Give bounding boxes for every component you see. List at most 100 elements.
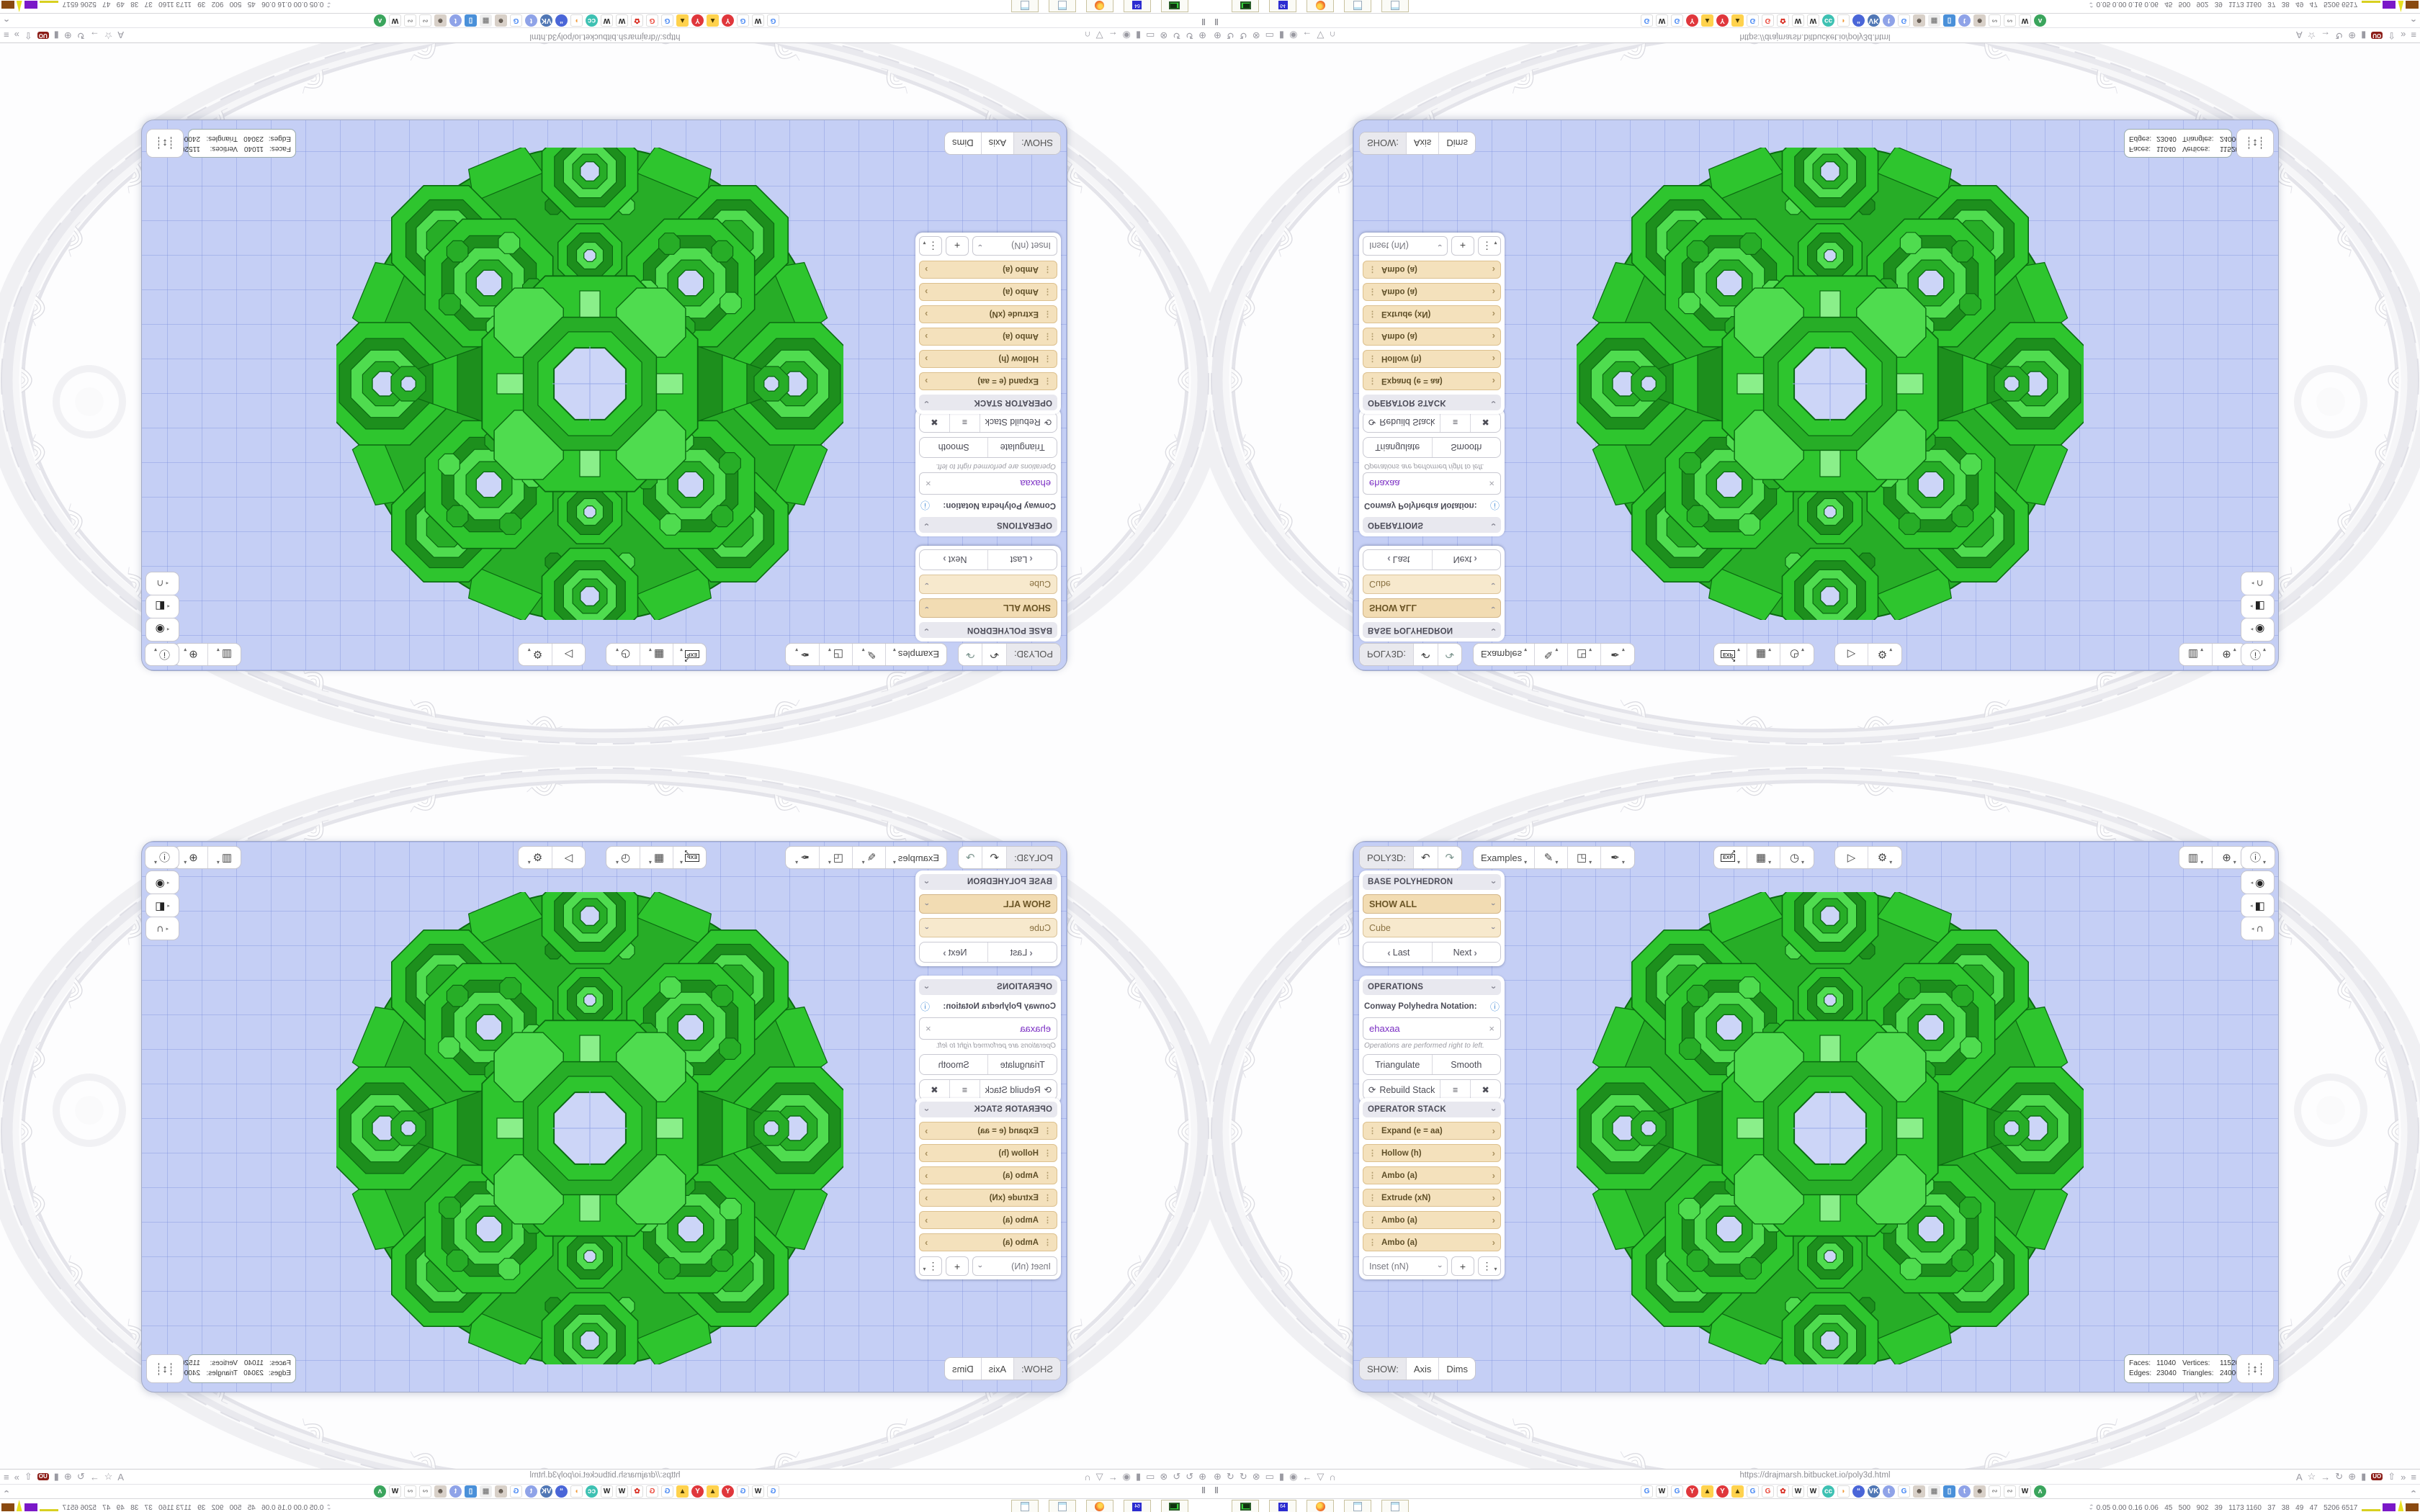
operator-stack-item[interactable]: ⋮ Hollow (h) › <box>1363 350 1501 368</box>
bookmark-favicon[interactable]: Y <box>1716 1485 1729 1498</box>
globe-icon[interactable]: ⊕ <box>1214 30 1222 41</box>
bookmark-favicon[interactable]: Y <box>1716 14 1729 27</box>
add-operator-select[interactable]: Inset (nN) › <box>1363 236 1448 256</box>
drag-handle-icon[interactable]: ⋮ <box>1044 1127 1052 1135</box>
eye-button[interactable]: ◂ ◉ <box>145 618 179 642</box>
bookmark-favicon[interactable]: ∾ <box>404 1485 416 1498</box>
bookmark-favicon[interactable]: Y <box>1686 14 1698 27</box>
smooth-button[interactable]: Smooth <box>920 438 988 457</box>
next-button[interactable]: Next › <box>1433 550 1501 570</box>
operator-kebab-button[interactable]: ⋮ ▾ <box>919 236 942 256</box>
fit-view-button[interactable]: ↕ <box>146 129 184 158</box>
drag-handle-icon[interactable]: ⋮ <box>1368 354 1376 363</box>
next-button[interactable]: Next › <box>920 942 988 962</box>
folder-icon[interactable]: ▭ <box>1265 30 1274 41</box>
contrast-toggle-button[interactable]: ◂ ◧ <box>2241 595 2275 618</box>
bookmark-favicon[interactable]: ▯ <box>465 14 477 27</box>
bookmark-favicon[interactable]: cc <box>586 14 598 27</box>
back-arrow-icon[interactable]: ← <box>1108 1471 1118 1482</box>
globe-icon[interactable]: ⊕ <box>63 30 72 41</box>
notation-input[interactable]: ehaxaa × <box>1363 1017 1501 1040</box>
notepad-launcher[interactable] <box>1049 1500 1076 1512</box>
bookmark-favicon[interactable]: Y <box>1686 1485 1698 1498</box>
chevron-up-icon[interactable]: › <box>1 19 13 22</box>
cube-view-button[interactable]: ◳ ▾ <box>818 847 852 868</box>
cube-view-button[interactable]: ◳ ▾ <box>818 644 852 665</box>
clear-icon[interactable]: × <box>926 478 931 489</box>
chevron-up-icon[interactable]: › <box>2407 1490 2419 1493</box>
triangulate-button[interactable]: Triangulate <box>1363 1055 1433 1074</box>
redo-icon[interactable]: ↻ <box>1239 30 1247 41</box>
examples-dropdown[interactable]: Examples ▾ <box>884 644 946 665</box>
calendar-button[interactable]: ▦ ▾ <box>1747 847 1780 868</box>
bookmark-favicon[interactable]: t <box>1958 1485 1971 1498</box>
bookmark-favicon[interactable]: ✿ <box>631 1485 643 1498</box>
bookmark-favicon[interactable]: G <box>510 1485 522 1498</box>
bookmark-favicon[interactable]: cc <box>1822 14 1834 27</box>
bookmark-favicon[interactable]: “ <box>1852 14 1865 27</box>
bookmark-favicon[interactable]: ▦ <box>480 1485 492 1498</box>
bookmark-favicon[interactable]: W <box>1792 1485 1804 1498</box>
drag-handle-icon[interactable]: ⋮ <box>1044 287 1052 296</box>
shield-outline-icon[interactable]: ▽ <box>1317 30 1325 41</box>
base-shape-dropdown[interactable]: Cube › <box>1363 575 1501 594</box>
notation-edit-button[interactable]: ✒ ▾ <box>786 847 819 868</box>
bookmark-favicon[interactable]: t <box>449 1485 462 1498</box>
shield-icon[interactable]: ◉ <box>1122 30 1131 41</box>
bookmark-favicon[interactable]: ∾ <box>404 14 416 27</box>
magnet-button[interactable]: ◂ ∩ <box>145 572 179 595</box>
refresh-icon[interactable]: ↻ <box>2335 30 2344 41</box>
trash-icon[interactable]: ▮ <box>1135 30 1142 41</box>
thumb-icon[interactable]: ⇧ <box>24 1471 32 1482</box>
star-icon[interactable]: ☆ <box>2307 30 2316 41</box>
eye-button[interactable]: ◂ ◉ <box>2241 870 2275 894</box>
drag-handle-icon[interactable]: ⋮ <box>1368 1194 1376 1202</box>
operator-stack-item[interactable]: ⋮ Ambo (a) › <box>1363 1233 1501 1251</box>
menu-icon[interactable]: ≡ <box>2411 30 2416 41</box>
bookmark-favicon[interactable]: W <box>1807 14 1819 27</box>
globe-icon[interactable]: ⊕ <box>2348 1471 2357 1482</box>
operator-stack-item[interactable]: ⋮ Ambo (a) › <box>919 261 1057 279</box>
bookmark-favicon[interactable]: W <box>2019 1485 2031 1498</box>
triangulate-button[interactable]: Triangulate <box>1363 438 1433 457</box>
operator-stack-item[interactable]: ⋮ Expand (e = aa) › <box>1363 1122 1501 1140</box>
undo-button[interactable]: ↶ <box>1413 644 1438 665</box>
add-operator-button[interactable]: + <box>946 1256 969 1276</box>
operations-header[interactable]: OPERATIONS › <box>1363 517 1501 533</box>
bookmark-favicon[interactable]: ☻ <box>434 14 447 27</box>
bookmark-favicon[interactable]: VK <box>1868 14 1880 27</box>
bookmark-favicon[interactable]: Y <box>722 14 734 27</box>
operator-kebab-button[interactable]: ⋮ ▾ <box>1478 236 1501 256</box>
bookmark-favicon[interactable]: t <box>1958 14 1971 27</box>
forward-arrow-icon[interactable]: → <box>2321 30 2331 41</box>
settings-gear-button[interactable]: ⚙ ▾ <box>519 644 552 665</box>
trash-icon[interactable]: ▮ <box>1135 1471 1142 1482</box>
globe-icon[interactable]: ⊕ <box>63 1471 72 1482</box>
drag-handle-icon[interactable]: ⋮ <box>1044 1194 1052 1202</box>
bookmark-favicon[interactable]: t <box>1883 14 1895 27</box>
star-icon[interactable]: ☆ <box>104 30 113 41</box>
axis-toggle[interactable]: Axis <box>1406 132 1440 154</box>
thumb-icon[interactable]: ⇧ <box>2388 30 2396 41</box>
bookmark-favicon[interactable]: ☻ <box>1973 14 1986 27</box>
hdd-launcher[interactable] <box>1232 1500 1259 1512</box>
drag-handle-icon[interactable]: ⋮ <box>1044 1149 1052 1158</box>
play-button[interactable]: ▷ <box>1835 644 1868 665</box>
bookmark-favicon[interactable]: ∾ <box>419 1485 431 1498</box>
operator-stack-item[interactable]: ⋮ Ambo (a) › <box>919 1233 1057 1251</box>
info-icon[interactable]: ⓘ <box>1489 500 1500 510</box>
calendar-button[interactable]: ▦ ▾ <box>1747 644 1780 665</box>
operator-stack-item[interactable]: ⋮ Extrude (xN) › <box>1363 1189 1501 1207</box>
floppy64-launcher[interactable]: 64 <box>1269 0 1296 12</box>
bookmark-favicon[interactable]: W <box>752 14 764 27</box>
edit-shape-button[interactable]: ✎ ▾ <box>1535 847 1569 868</box>
bookmark-favicon[interactable]: W <box>601 1485 613 1498</box>
bookmark-favicon[interactable]: G <box>767 14 779 27</box>
settings-gear-button[interactable]: ⚙ ▾ <box>1868 644 1901 665</box>
bookmark-favicon[interactable]: G <box>1762 1485 1774 1498</box>
contrast-toggle-button[interactable]: ◂ ◧ <box>145 894 179 917</box>
star-icon[interactable]: ☆ <box>2307 1471 2316 1482</box>
bookmark-favicon[interactable]: G <box>661 14 673 27</box>
bookmark-favicon[interactable]: ✿ <box>1777 1485 1789 1498</box>
dims-toggle[interactable]: Dims <box>945 132 981 154</box>
